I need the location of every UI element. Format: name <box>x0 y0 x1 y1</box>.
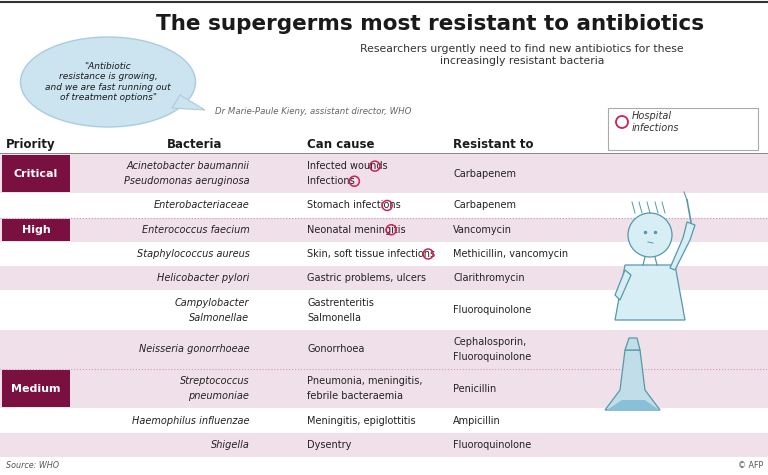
Text: Campylobacter: Campylobacter <box>175 297 250 307</box>
Ellipse shape <box>21 37 196 127</box>
Bar <box>0 330 768 369</box>
Text: Enterococcus faecium: Enterococcus faecium <box>141 225 250 235</box>
Polygon shape <box>615 270 631 300</box>
Text: Dysentry: Dysentry <box>307 440 352 450</box>
Text: Methicillin, vancomycin: Methicillin, vancomycin <box>453 249 568 259</box>
Text: febrile bacteraemia: febrile bacteraemia <box>307 391 403 401</box>
Polygon shape <box>670 222 695 270</box>
Text: Gonorrhoea: Gonorrhoea <box>307 344 365 354</box>
Text: Carbapenem: Carbapenem <box>453 200 516 210</box>
Polygon shape <box>625 338 640 350</box>
Text: "Antibiotic
resistance is growing,
and we are fast running out
of treatment opti: "Antibiotic resistance is growing, and w… <box>45 62 170 102</box>
Text: Hospital
infections: Hospital infections <box>632 111 680 133</box>
Text: Penicillin: Penicillin <box>453 384 497 394</box>
Polygon shape <box>615 265 685 320</box>
Text: Salmonella: Salmonella <box>307 313 362 323</box>
Polygon shape <box>607 400 659 410</box>
Text: The supergerms most resistant to antibiotics: The supergerms most resistant to antibio… <box>156 14 704 34</box>
Circle shape <box>628 213 672 257</box>
Text: Clarithromycin: Clarithromycin <box>453 273 525 283</box>
Text: Fluoroquinolone: Fluoroquinolone <box>453 440 531 450</box>
Text: Meningitis, epiglottitis: Meningitis, epiglottitis <box>307 416 416 426</box>
Text: Streptococcus: Streptococcus <box>180 376 250 386</box>
Text: Stomach infections: Stomach infections <box>307 200 401 210</box>
Text: pneumoniae: pneumoniae <box>188 391 250 401</box>
Bar <box>0 218 768 242</box>
Polygon shape <box>172 95 205 110</box>
Bar <box>2 155 70 192</box>
Text: Fluoroquinolone: Fluoroquinolone <box>453 305 531 315</box>
Text: Salmonellae: Salmonellae <box>189 313 250 323</box>
Text: Gastrenteritis: Gastrenteritis <box>307 297 374 307</box>
Text: Can cause: Can cause <box>307 138 375 151</box>
Text: Infected wounds: Infected wounds <box>307 161 388 171</box>
Bar <box>0 290 768 330</box>
Text: Carbapenem: Carbapenem <box>453 169 516 179</box>
Text: Staphylococcus aureus: Staphylococcus aureus <box>137 249 250 259</box>
Text: Pneumonia, meningitis,: Pneumonia, meningitis, <box>307 376 423 386</box>
Text: Skin, soft tissue infections: Skin, soft tissue infections <box>307 249 435 259</box>
Text: Neisseria gonorrhoeae: Neisseria gonorrhoeae <box>139 344 250 354</box>
Text: Pseudomonas aeruginosa: Pseudomonas aeruginosa <box>124 176 250 186</box>
Text: Infections: Infections <box>307 176 355 186</box>
Text: Acinetobacter baumannii: Acinetobacter baumannii <box>127 161 250 171</box>
Text: Vancomycin: Vancomycin <box>453 225 512 235</box>
Bar <box>0 154 768 193</box>
Polygon shape <box>605 350 660 410</box>
Bar <box>0 408 768 433</box>
FancyBboxPatch shape <box>608 108 758 150</box>
Text: Fluoroquinolone: Fluoroquinolone <box>453 352 531 362</box>
Text: Gastric problems, ulcers: Gastric problems, ulcers <box>307 273 426 283</box>
Text: Resistant to: Resistant to <box>453 138 534 151</box>
Text: Shigella: Shigella <box>210 440 250 450</box>
Text: Neonatal meningitis: Neonatal meningitis <box>307 225 406 235</box>
Text: Researchers urgently need to find new antibiotics for these
increasingly resista: Researchers urgently need to find new an… <box>360 44 684 66</box>
Text: Priority: Priority <box>6 138 55 151</box>
Text: Helicobacter pylori: Helicobacter pylori <box>157 273 250 283</box>
Bar <box>0 242 768 266</box>
Bar <box>0 266 768 290</box>
Text: Cephalosporin,: Cephalosporin, <box>453 337 527 347</box>
Text: Dr Marie-Paule Kieny, assistant director, WHO: Dr Marie-Paule Kieny, assistant director… <box>215 107 412 116</box>
Text: © AFP: © AFP <box>738 461 763 470</box>
Text: High: High <box>22 225 51 235</box>
Bar <box>2 218 70 241</box>
Text: Critical: Critical <box>14 169 58 179</box>
Bar <box>0 433 768 457</box>
Text: Source: WHO: Source: WHO <box>6 461 59 470</box>
Text: Ampicillin: Ampicillin <box>453 416 501 426</box>
Bar <box>0 193 768 218</box>
Bar <box>0 369 768 408</box>
Text: Bacteria: Bacteria <box>167 138 222 151</box>
Text: Medium: Medium <box>12 384 61 394</box>
Text: Enterobacteriaceae: Enterobacteriaceae <box>154 200 250 210</box>
Bar <box>2 370 70 408</box>
Text: Haemophilus influenzae: Haemophilus influenzae <box>132 416 250 426</box>
